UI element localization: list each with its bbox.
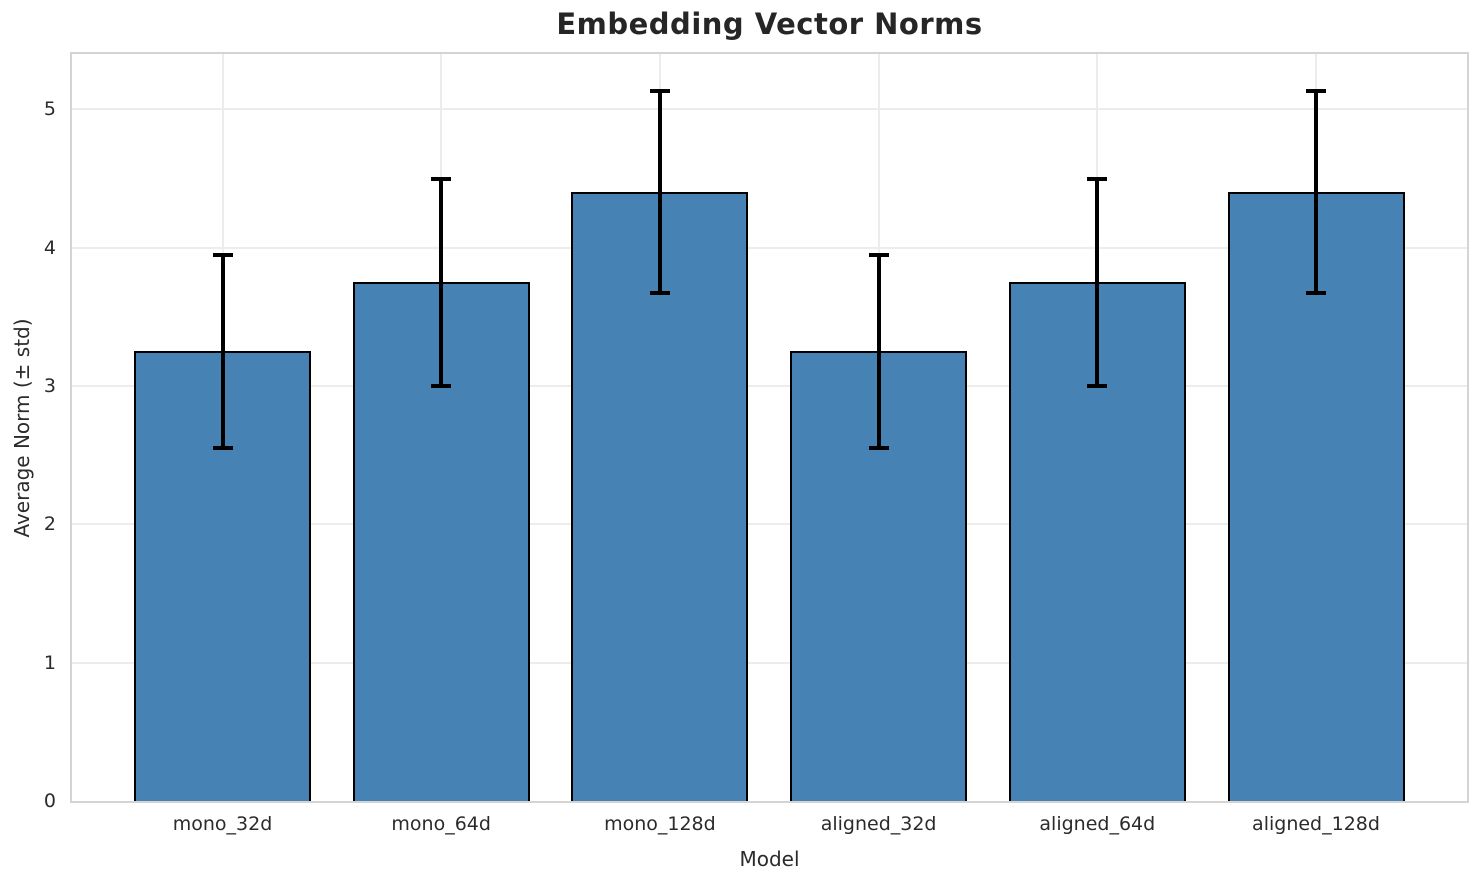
error-bar-cap-bottom-aligned_64d (1087, 384, 1108, 388)
error-bar-cap-top-mono_32d (212, 252, 233, 257)
x-tick-label-aligned_128d: aligned_128d (1252, 813, 1380, 835)
grid-line-horizontal (72, 108, 1467, 111)
error-bar-cap-top-aligned_64d (1087, 176, 1108, 181)
error-bar-cap-top-mono_64d (431, 176, 452, 181)
grid-line-horizontal (72, 246, 1467, 249)
x-axis-label: Model (739, 847, 800, 871)
error-bar-cap-bottom-mono_32d (212, 446, 233, 451)
plot-area (70, 52, 1469, 803)
error-bar-mono_32d (220, 254, 225, 449)
error-bar-aligned_64d (1095, 178, 1100, 386)
y-tick-label-2: 2 (43, 513, 56, 536)
error-bar-mono_64d (439, 178, 444, 386)
error-bar-mono_128d (657, 91, 662, 294)
y-tick-label-1: 1 (43, 651, 56, 674)
error-bar-cap-bottom-mono_128d (649, 291, 670, 296)
x-tick-label-mono_128d: mono_128d (604, 813, 716, 835)
chart-title: Embedding Vector Norms (556, 7, 983, 41)
x-tick-label-mono_32d: mono_32d (172, 813, 273, 835)
error-bar-cap-top-mono_128d (649, 89, 670, 94)
x-tick-label-mono_64d: mono_64d (391, 813, 491, 835)
grid-line-horizontal (72, 385, 1467, 387)
error-bar-cap-top-aligned_32d (868, 252, 889, 257)
y-axis-label: Average Norm (± std) (10, 318, 34, 538)
error-bar-aligned_32d (876, 254, 881, 449)
x-tick-label-aligned_64d: aligned_64d (1039, 813, 1156, 835)
error-bar-cap-top-aligned_128d (1306, 89, 1326, 94)
y-tick-label-0: 0 (43, 790, 56, 812)
error-bar-cap-bottom-aligned_32d (868, 446, 889, 451)
y-tick-label-4: 4 (43, 236, 56, 259)
grid-line-horizontal (72, 661, 1467, 664)
y-tick-label-3: 3 (43, 375, 56, 397)
x-tick-label-aligned_32d: aligned_32d (820, 813, 937, 835)
error-bar-aligned_128d (1314, 91, 1318, 294)
y-tick-label-5: 5 (43, 98, 56, 121)
grid-line-horizontal (72, 523, 1467, 526)
error-bar-cap-bottom-mono_64d (431, 384, 452, 388)
error-bar-cap-bottom-aligned_128d (1306, 291, 1326, 296)
